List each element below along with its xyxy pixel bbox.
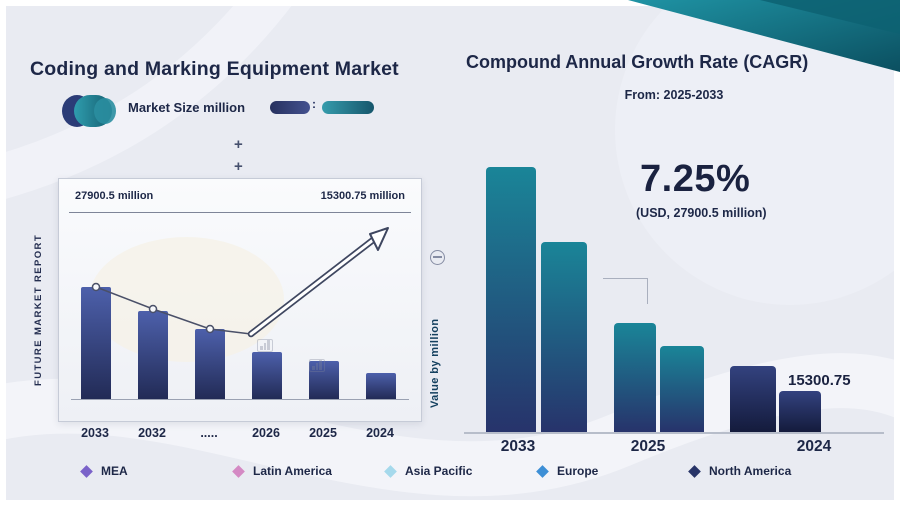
trend-line	[95, 286, 252, 335]
cagr-period-subtitle: From: 2025-2033	[624, 88, 724, 102]
cagr-x-label-2025: 2025	[630, 438, 666, 455]
chart-min-value: 15300.75 million	[320, 190, 405, 202]
plus-icon: +	[234, 136, 243, 153]
market-size-bar-2026	[252, 352, 282, 399]
market-size-bar-2025	[309, 361, 339, 399]
cagr-percentage: 7.25%	[640, 158, 751, 200]
cagr-x-label-2033: 2033	[500, 438, 536, 455]
diamond-marker-icon	[536, 464, 549, 478]
trend-marker	[148, 304, 158, 314]
right-x-axis-line	[464, 432, 884, 434]
growth-arrow-icon	[247, 227, 389, 338]
legend-label: Europe	[557, 464, 599, 478]
x-axis-label-2024: 2024	[366, 426, 394, 440]
market-size-bar-2033	[81, 287, 111, 399]
legend-item-europe: Europe	[536, 464, 690, 478]
trend-marker	[205, 324, 215, 334]
mini-chart-icon	[309, 359, 325, 372]
pill-shape-navy	[270, 101, 310, 114]
market-size-bar-.....	[195, 329, 225, 399]
market-size-bar-2032	[138, 311, 168, 399]
cagr-bar-2033-primary	[486, 167, 536, 432]
panel-decorative-blob	[89, 237, 284, 362]
swoosh-curve	[0, 0, 296, 201]
market-size-label: Market Size million	[128, 100, 246, 115]
trend-marker	[91, 282, 101, 292]
legend-item-north-america: North America	[688, 464, 842, 478]
cagr-bar-2024-primary	[730, 366, 776, 432]
legend-label: Asia Pacific	[405, 464, 473, 478]
background-blob	[615, 0, 900, 305]
cagr-bar-2025-primary	[614, 323, 656, 432]
left-chart-bars	[59, 179, 421, 421]
legend-label: Latin America	[253, 464, 332, 478]
cagr-bar-2033-secondary	[541, 242, 587, 432]
legend-label: MEA	[101, 464, 128, 478]
legend-item-asia-pacific: Asia Pacific	[384, 464, 538, 478]
diamond-marker-icon	[80, 464, 93, 478]
market-size-chart-panel: 27900.5 million 15300.75 million	[58, 178, 422, 422]
diamond-marker-icon	[688, 464, 701, 478]
x-axis-label-2026: 2026	[252, 426, 280, 440]
cylinder-icon	[62, 95, 116, 127]
left-chart-xlabels: 2033 2032..... 2026 2025 2024	[58, 426, 422, 444]
x-axis-line	[71, 398, 409, 400]
cagr-usd-note: (USD, 27900.5 million)	[636, 206, 767, 220]
minus-circle-icon	[430, 250, 445, 265]
cagr-bar-2024-secondary	[779, 391, 821, 432]
mini-chart-icon	[257, 339, 273, 352]
x-axis-label-2033: 2033	[81, 426, 109, 440]
x-axis-label-2025: 2025	[309, 426, 337, 440]
bracket-decoration	[603, 278, 648, 304]
bar-value-label: 15300.75	[788, 372, 851, 389]
pill-separator: :	[312, 97, 316, 111]
legend-item-mea: MEA	[80, 464, 234, 478]
cagr-x-label-2024: 2024	[796, 438, 832, 455]
plus-icon: +	[234, 158, 243, 175]
legend: MEA Latin America Asia Pacific Europe North …	[80, 464, 882, 478]
diamond-marker-icon	[232, 464, 245, 478]
panel-divider	[69, 212, 411, 213]
pill-shape-teal	[322, 101, 374, 114]
x-axis-label-2032: 2032	[138, 426, 166, 440]
legend-item-latin-america: Latin America	[232, 464, 386, 478]
market-size-bar-2024	[366, 373, 396, 399]
legend-label: North America	[709, 464, 792, 478]
cagr-bar-2025-secondary	[660, 346, 704, 432]
trend-arrow-overlay	[91, 227, 389, 338]
left-section-title: Coding and Marking Equipment Market	[30, 58, 399, 80]
x-axis-label-.....: .....	[200, 426, 218, 440]
diamond-marker-icon	[384, 464, 397, 478]
chart-max-value: 27900.5 million	[75, 190, 154, 202]
